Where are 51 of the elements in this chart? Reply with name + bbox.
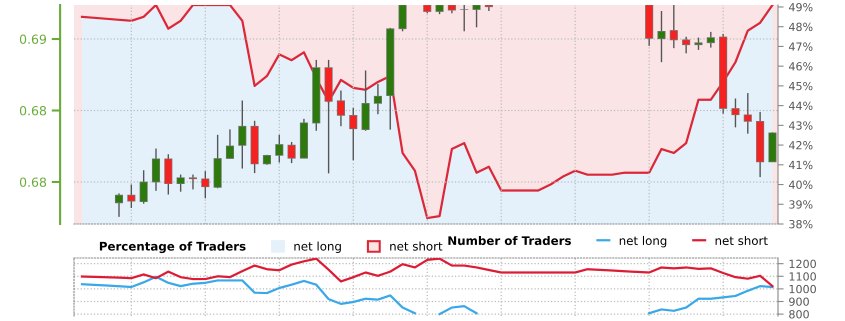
candlestick [275,134,284,164]
candlestick [226,128,234,160]
candlestick [657,10,666,63]
candlestick [682,36,690,54]
y2-tick-label: 45% [788,82,812,90]
candlestick [114,192,124,218]
y-tick-label: 800 [789,310,809,318]
candlestick [374,83,382,115]
y2-tick-label: 43% [788,121,812,130]
legend-title: Percentage of Traders [100,242,246,254]
candlestick [460,5,468,32]
candlestick [731,98,740,128]
candlestick [744,92,752,134]
candlestick [336,90,345,127]
legend-label: net short [716,236,768,246]
y-tick-label: 1000 [790,284,816,294]
y-tick-label: 900 [789,297,809,306]
y-tick-label: 1200 [790,260,816,268]
y2-tick-label: 48% [788,22,812,32]
y2-tick-label: 38% [789,220,812,228]
legend-label: net long [620,236,666,248]
legend-label: net short [390,242,442,251]
y2-tick-label: 40% [788,180,812,189]
legend-label: net long [294,242,341,253]
candlestick [472,5,481,28]
candlestick [670,5,678,49]
candlestick [152,148,160,192]
y-tick-label: 1100 [790,272,816,281]
candlestick [288,141,296,164]
candlestick [436,5,444,15]
y2-tick-label: 47% [788,42,812,51]
y2-tick-label: 44% [788,102,812,110]
y2-tick-label: 41% [788,160,812,170]
candlestick [176,174,185,192]
candlestick [140,170,148,204]
y2-tick-label: 49% [788,2,812,12]
y2-tick-label: 42% [788,141,812,150]
candlestick [238,100,246,170]
line-series [80,258,774,288]
candlestick [706,31,715,48]
y-tick-label: 0.68 [20,177,46,187]
y2-tick-label: 46% [788,62,812,71]
candlestick [349,107,358,161]
y2-tick-label: 39% [789,200,812,209]
candlestick [127,184,136,209]
legend-title: Number of Traders [448,236,571,246]
candlestick [398,5,407,32]
y-tick-label: 0.68 [20,106,46,116]
y-tick-label: 0.69 [20,34,46,44]
candlestick [201,170,210,199]
candlestick [694,36,703,51]
